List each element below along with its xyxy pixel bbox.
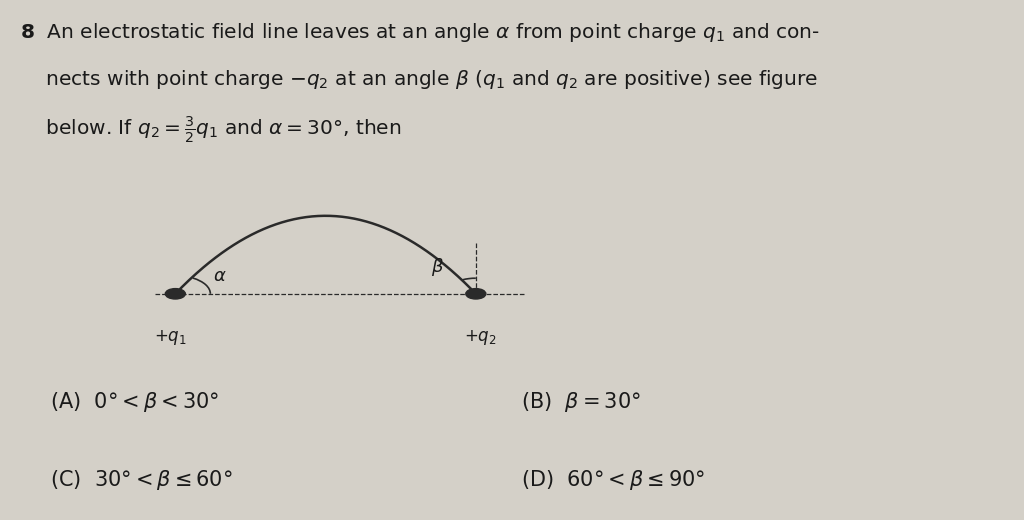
Text: $\mathbf{8}$  An electrostatic field line leaves at an angle $\alpha$ from point: $\mathbf{8}$ An electrostatic field line…: [20, 21, 820, 44]
Text: $+q_1$: $+q_1$: [154, 328, 186, 347]
Text: $\beta$: $\beta$: [431, 256, 443, 278]
Text: (D)  $60° < \beta \leq 90°$: (D) $60° < \beta \leq 90°$: [521, 468, 706, 492]
Text: below. If $q_2 = \frac{3}{2}q_1$ and $\alpha = 30°$, then: below. If $q_2 = \frac{3}{2}q_1$ and $\a…: [20, 114, 401, 145]
Text: (C)  $30° < \beta \leq 60°$: (C) $30° < \beta \leq 60°$: [50, 468, 232, 492]
Text: (B)  $\beta = 30°$: (B) $\beta = 30°$: [521, 390, 641, 414]
Text: nects with point charge $-q_2$ at an angle $\beta$ ($q_1$ and $q_2$ are positive: nects with point charge $-q_2$ at an ang…: [20, 68, 818, 90]
Text: $\alpha$: $\alpha$: [213, 267, 227, 285]
Text: (A)  $0° < \beta < 30°$: (A) $0° < \beta < 30°$: [50, 390, 219, 414]
Circle shape: [466, 289, 485, 299]
Text: $+q_2$: $+q_2$: [465, 328, 498, 347]
Circle shape: [165, 289, 185, 299]
